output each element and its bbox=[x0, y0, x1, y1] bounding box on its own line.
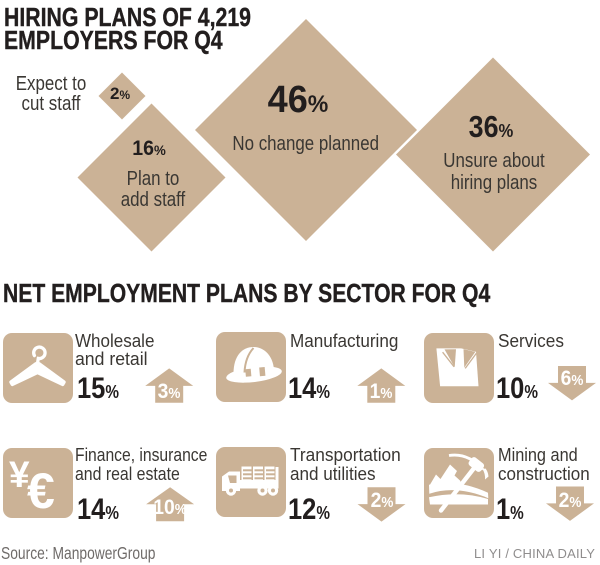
svg-text:¥: ¥ bbox=[9, 454, 30, 495]
svg-text:€: € bbox=[27, 463, 55, 519]
